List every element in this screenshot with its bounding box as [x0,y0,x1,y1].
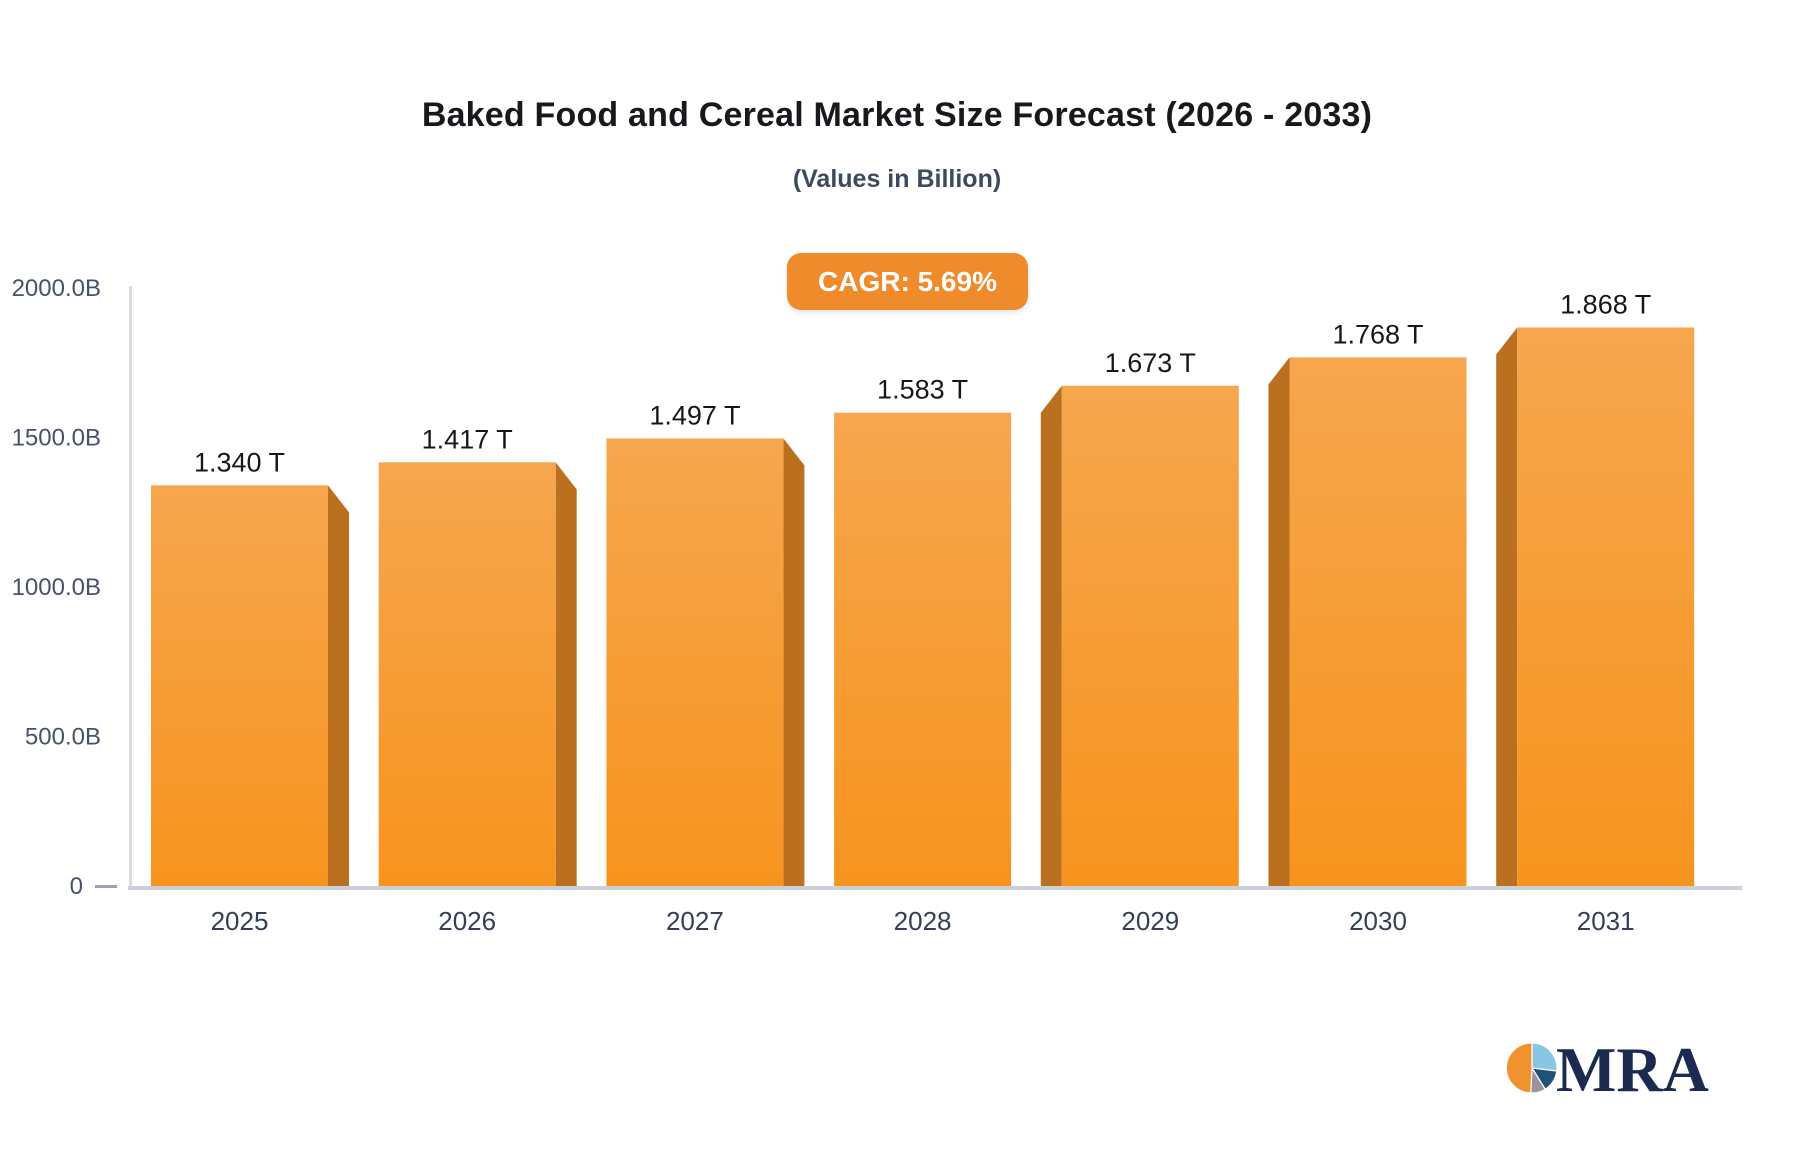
zero-tick-dash [95,885,117,888]
bar-2027[interactable] [606,438,784,886]
bar-side-2026 [555,462,577,886]
y-axis-line [129,286,132,886]
bar-2029[interactable] [1061,385,1239,886]
y-tick-label-0: 0 [70,873,83,900]
bar-2030[interactable] [1289,357,1467,886]
bar-value-label-2030: 1.768 T [1332,319,1423,349]
bar-2026[interactable] [378,462,556,886]
bar-group-2027 [606,438,805,886]
cagr-badge-label: CAGR: 5.69% [818,265,997,297]
y-tick-label-1000: 1000.0B [12,574,101,601]
chart-title: Baked Food and Cereal Market Size Foreca… [421,96,1373,134]
bar-side-2027 [783,438,805,886]
pie-chart-logo-icon [1505,1042,1558,1094]
x-tick-label-2025: 2025 [211,906,269,936]
bar-value-label-2031: 1.868 T [1560,289,1651,319]
bar-group-2029 [1040,385,1239,886]
bar-2025[interactable] [151,485,328,886]
chart-subtitle: (Values in Billion) [792,165,1002,193]
y-tick-label-2000: 2000.0B [12,275,101,302]
bar-group-2025 [151,485,349,886]
bar-value-label-2026: 1.417 T [422,424,513,454]
bar-side-2031 [1496,327,1518,886]
bar-group-2028 [834,412,1012,886]
bar-2031[interactable] [1517,327,1695,886]
bar-2028[interactable] [834,412,1012,886]
pie-slice-orange [1505,1042,1533,1094]
bar-value-label-2025: 1.340 T [194,447,285,477]
x-tick-label-2027: 2027 [666,906,724,936]
mra-logo: MRA [1505,1034,1709,1105]
bar-group-2031 [1496,327,1695,886]
axes [95,286,1742,890]
bar-group-2030 [1268,357,1467,886]
bar-group-2026 [378,462,577,886]
bar-value-label-2029: 1.673 T [1105,348,1196,378]
pie-slice-lightblue [1531,1042,1558,1072]
mra-logo-text: MRA [1556,1034,1709,1105]
x-tick-label-2031: 2031 [1577,906,1635,936]
y-tick-label-1500: 1500.0B [12,425,101,452]
x-tick-label-2030: 2030 [1349,906,1407,936]
x-tick-label-2028: 2028 [894,906,952,936]
bar-value-label-2027: 1.497 T [649,400,740,430]
bar-side-2030 [1268,357,1290,886]
cagr-badge: CAGR: 5.69% [787,253,1028,310]
x-axis-line [128,886,1742,890]
bar-value-label-2028: 1.583 T [877,375,968,405]
bar-side-2029 [1040,385,1062,886]
y-tick-label-500: 500.0B [25,724,101,751]
bars [151,327,1695,886]
bar-side-2025 [328,485,349,886]
labels: 2000.0B 1500.0B 1000.0B 500.0B 0 1.340 T 2025 1… [12,275,1652,936]
x-tick-label-2029: 2029 [1121,906,1179,936]
x-tick-label-2026: 2026 [438,906,496,936]
